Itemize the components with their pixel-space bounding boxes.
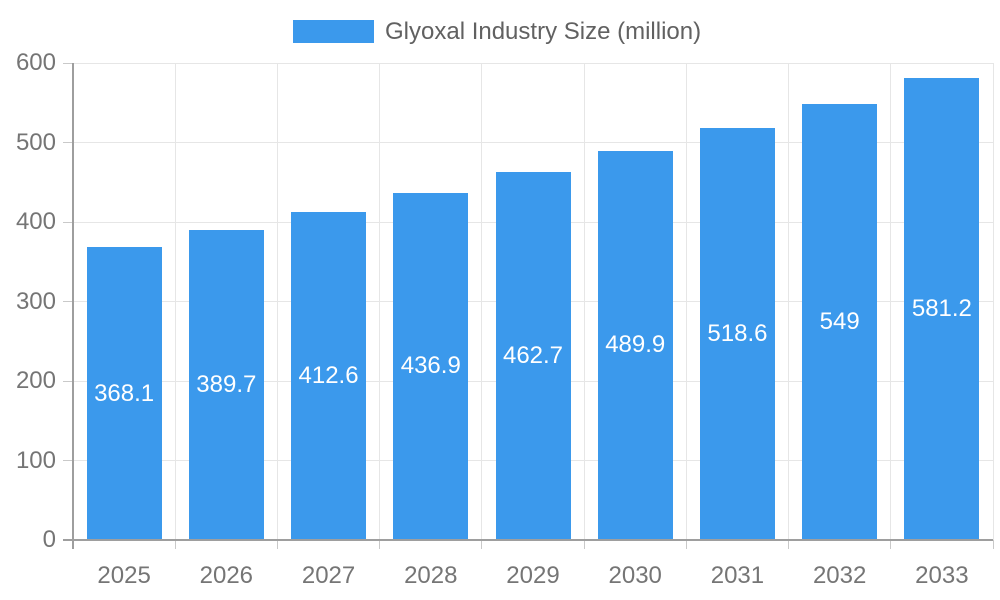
y-axis-tick	[63, 221, 73, 223]
x-axis-label: 2029	[506, 562, 560, 589]
bar-2027[interactable]	[291, 211, 367, 540]
y-axis-tick-label: 400	[15, 208, 56, 235]
legend-swatch[interactable]	[293, 20, 374, 43]
bar-value-label: 549	[819, 307, 860, 335]
bar-value-label: 518.6	[707, 319, 768, 347]
y-axis-tick-label: 600	[15, 49, 56, 76]
x-axis-tick	[379, 540, 381, 549]
x-axis-tick	[583, 540, 585, 549]
gridline-vertical	[992, 63, 994, 540]
bar-value-label: 462.7	[502, 342, 564, 370]
gridline-vertical	[276, 63, 278, 540]
gridline-vertical	[583, 63, 585, 540]
y-axis-line	[72, 63, 74, 549]
y-axis-tick	[63, 62, 73, 64]
x-axis-label: 2025	[97, 562, 151, 589]
gridline-vertical	[174, 63, 176, 540]
y-axis-tick-label: 200	[15, 367, 56, 394]
y-axis-tick-label: 300	[15, 287, 56, 315]
gridline-horizontal	[73, 142, 993, 143]
x-axis-tick	[174, 540, 176, 549]
gridline-vertical	[788, 63, 790, 540]
y-axis-tick	[63, 380, 73, 382]
y-axis-tick	[63, 142, 73, 143]
x-axis-label: 2026	[199, 562, 254, 589]
gridline-horizontal	[73, 62, 993, 64]
bar-value-label: 368.1	[94, 379, 155, 407]
x-axis-label: 2032	[812, 562, 867, 589]
x-axis-tick	[276, 540, 278, 549]
x-axis-tick	[890, 540, 892, 549]
gridline-vertical	[481, 63, 483, 540]
x-axis-line	[63, 539, 993, 541]
bar-value-label: 581.2	[911, 294, 972, 322]
x-axis-tick	[788, 540, 790, 549]
y-axis-tick-label: 500	[15, 128, 56, 156]
bar-value-label: 489.9	[605, 331, 666, 359]
bar-2033[interactable]	[904, 77, 980, 540]
gridline-vertical	[890, 63, 892, 540]
x-axis-label: 2028	[404, 562, 458, 589]
x-axis-tick	[481, 540, 483, 549]
bar-value-label: 436.9	[400, 352, 461, 380]
x-axis-label: 2031	[710, 562, 765, 589]
x-axis-tick	[992, 540, 994, 549]
gridline-vertical	[379, 63, 381, 540]
gridline-vertical	[685, 63, 687, 540]
bar-value-label: 389.7	[196, 371, 257, 399]
y-axis-tick	[63, 460, 73, 461]
bar-value-label: 412.6	[298, 361, 359, 389]
y-axis-tick-label: 0	[42, 526, 56, 553]
x-axis-label: 2027	[301, 562, 356, 589]
legend[interactable]: Glyoxal Industry Size (million)	[0, 0, 1000, 50]
x-axis-label: 2033	[915, 562, 969, 589]
bar-2032[interactable]	[802, 103, 878, 540]
bar-2031[interactable]	[699, 127, 775, 540]
bar-2030[interactable]	[597, 150, 673, 540]
x-axis-label: 2030	[608, 562, 662, 589]
legend-label: Glyoxal Industry Size (million)	[385, 18, 702, 45]
bar-2026[interactable]	[188, 230, 264, 540]
bar-2028[interactable]	[393, 192, 469, 540]
x-axis-tick	[685, 540, 687, 549]
y-axis-tick-label: 100	[15, 446, 56, 474]
bar-2025[interactable]	[86, 247, 162, 540]
y-axis-tick	[63, 301, 73, 302]
bar-2029[interactable]	[495, 172, 571, 540]
